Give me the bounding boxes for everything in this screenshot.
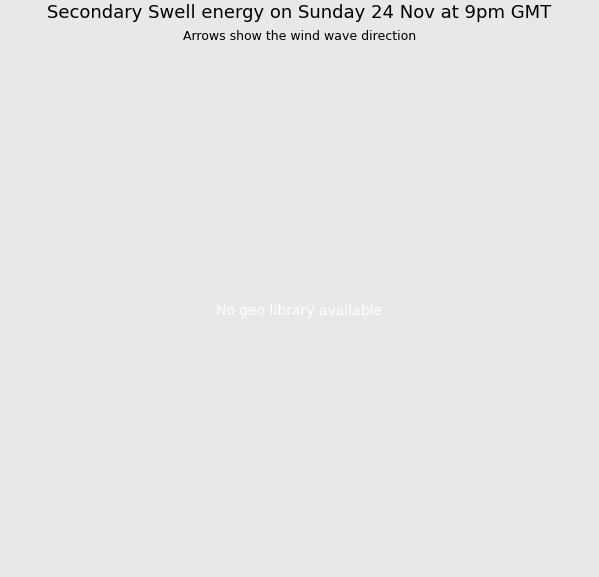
Text: No geo library available: No geo library available xyxy=(216,304,383,318)
Text: Secondary Swell energy on Sunday 24 Nov at 9pm GMT: Secondary Swell energy on Sunday 24 Nov … xyxy=(47,5,552,23)
Text: Arrows show the wind wave direction: Arrows show the wind wave direction xyxy=(183,31,416,43)
